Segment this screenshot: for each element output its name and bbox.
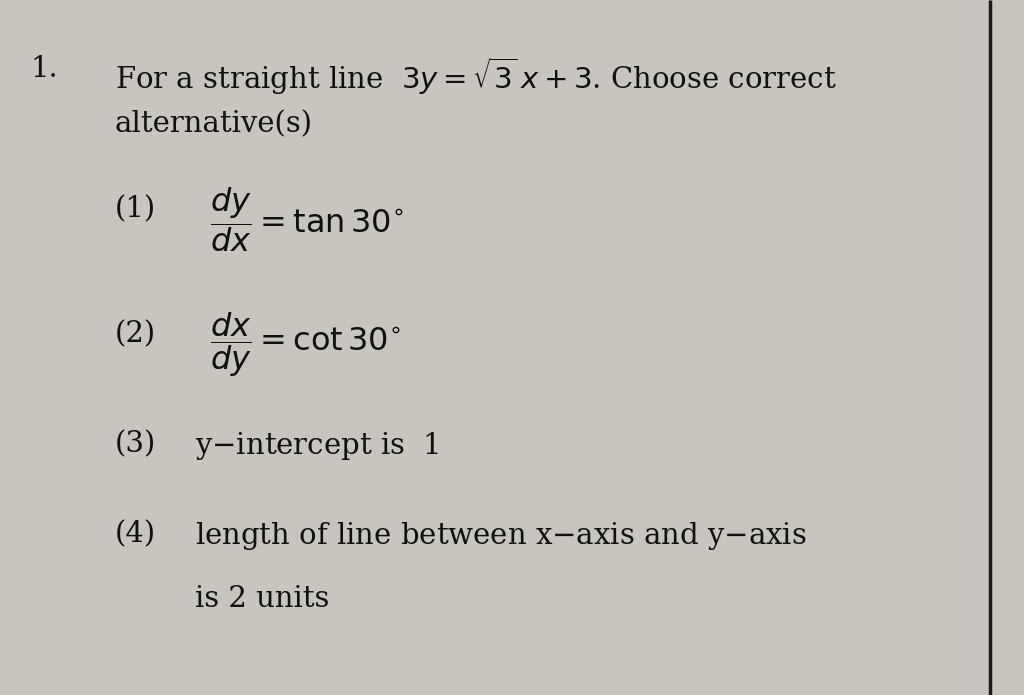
Text: (3): (3) <box>115 430 157 458</box>
Text: is 2 units: is 2 units <box>195 585 330 613</box>
Text: alternative(s): alternative(s) <box>115 110 313 138</box>
Text: For a straight line  $3y = \sqrt{3}\,x+3$. Choose correct: For a straight line $3y = \sqrt{3}\,x+3$… <box>115 55 837 97</box>
Text: y$-$intercept is  1: y$-$intercept is 1 <box>195 430 439 462</box>
Text: 1.: 1. <box>30 55 57 83</box>
Text: $\dfrac{dy}{dx} = \tan 30^{\circ}$: $\dfrac{dy}{dx} = \tan 30^{\circ}$ <box>210 185 403 254</box>
Text: (2): (2) <box>115 320 156 348</box>
Text: (4): (4) <box>115 520 156 548</box>
Text: $\dfrac{dx}{dy} = \cot 30^{\circ}$: $\dfrac{dx}{dy} = \cot 30^{\circ}$ <box>210 310 400 379</box>
Text: length of line between x$-$axis and y$-$axis: length of line between x$-$axis and y$-$… <box>195 520 807 552</box>
Text: (1): (1) <box>115 195 156 223</box>
